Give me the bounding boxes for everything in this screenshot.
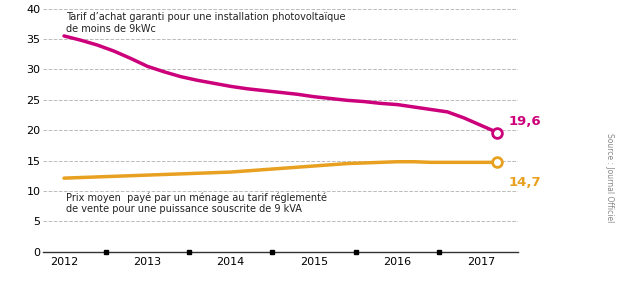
Text: de vente pour une puissance souscrite de 9 kVA: de vente pour une puissance souscrite de… [65,204,302,214]
Text: Source : Journal Officiel: Source : Journal Officiel [605,133,614,222]
Text: 19,6: 19,6 [508,115,541,128]
Text: de moins de 9kWc: de moins de 9kWc [65,24,155,34]
Text: Tarif d’achat garanti pour une installation photovoltaïque: Tarif d’achat garanti pour une installat… [65,12,345,22]
Text: 14,7: 14,7 [508,176,541,189]
Text: Prix moyen  payé par un ménage au tarif réglementé: Prix moyen payé par un ménage au tarif r… [65,192,326,202]
